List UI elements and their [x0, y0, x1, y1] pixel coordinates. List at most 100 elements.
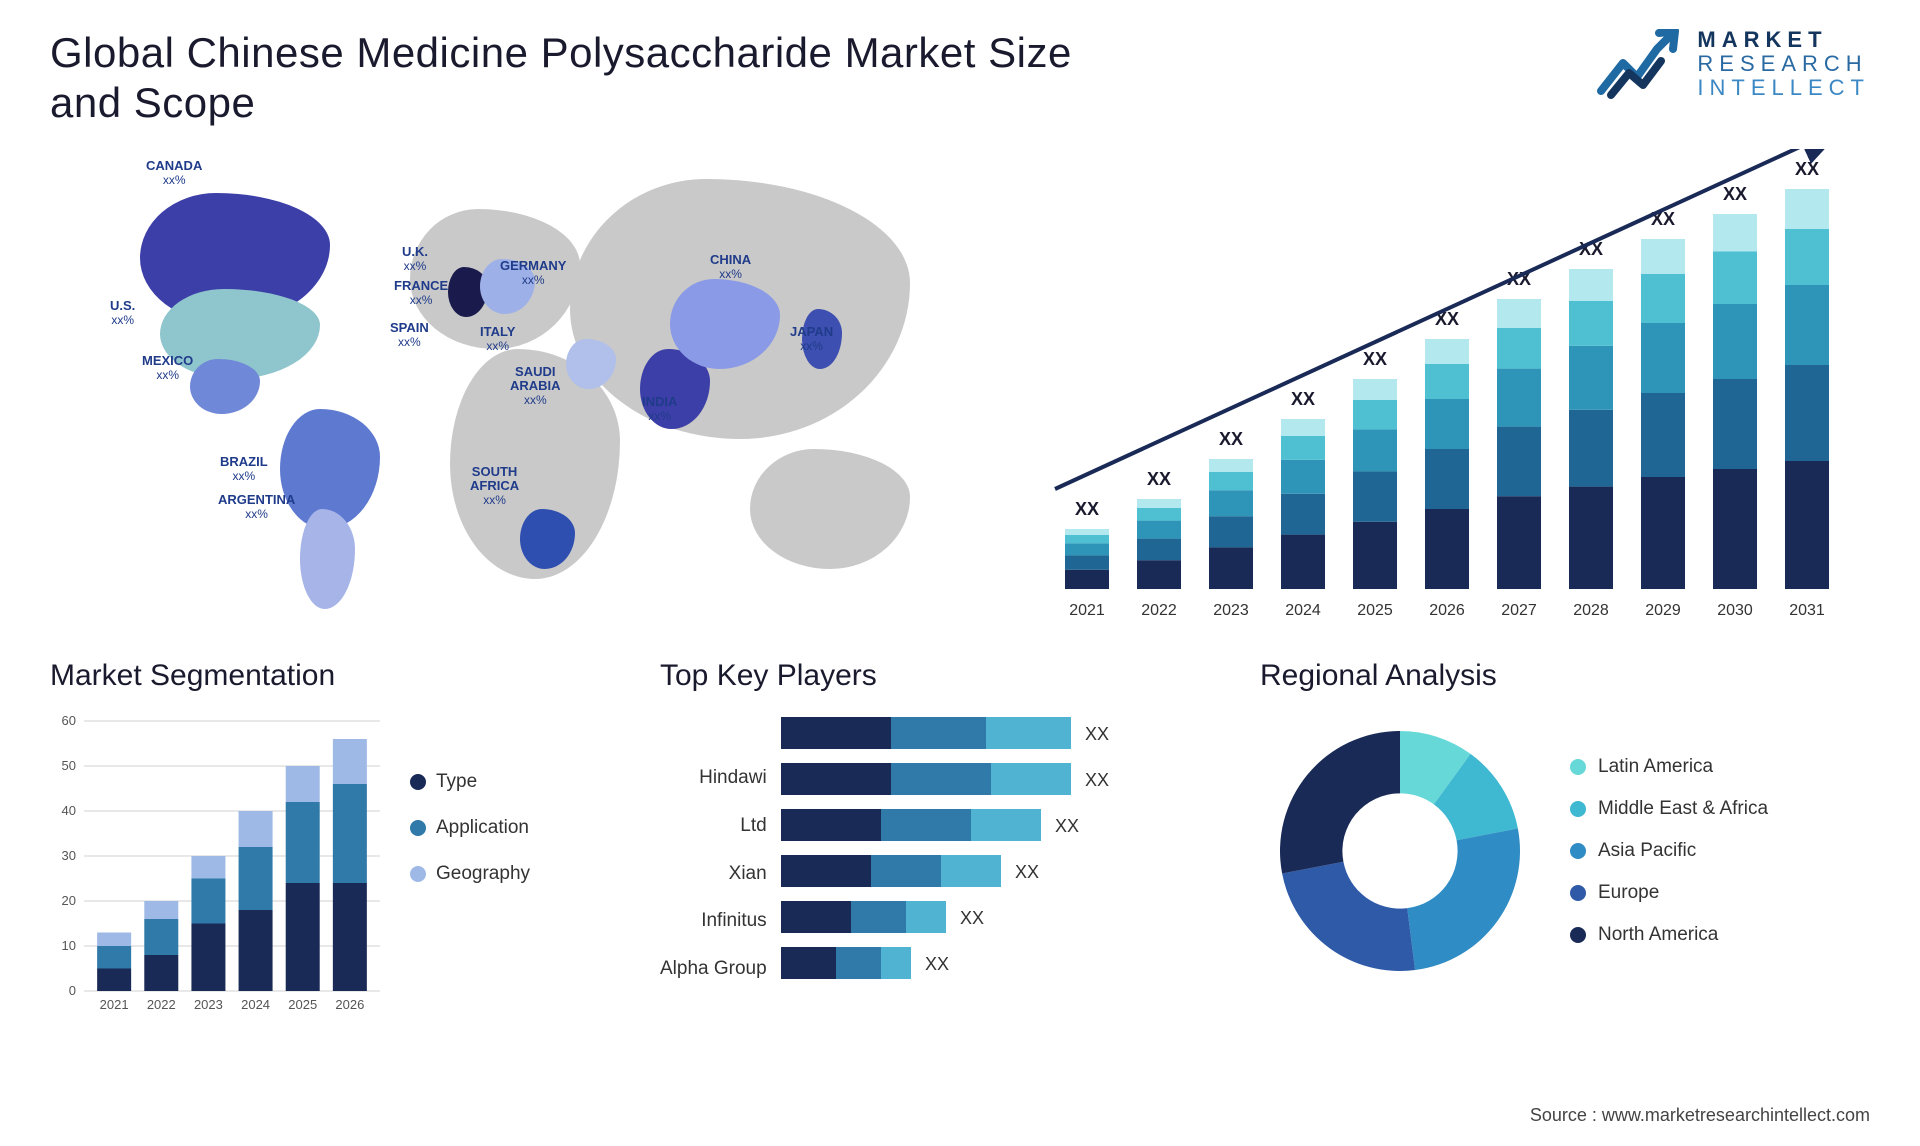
map-highlight [190, 359, 260, 414]
svg-text:XX: XX [1147, 469, 1171, 489]
legend-label: Asia Pacific [1598, 840, 1696, 862]
svg-text:2022: 2022 [147, 997, 176, 1012]
svg-text:XX: XX [960, 908, 984, 928]
svg-text:XX: XX [1291, 389, 1315, 409]
players-panel: Top Key Players HindawiLtdXianInfinitusA… [660, 659, 1220, 1069]
page-title: Global Chinese Medicine Polysaccharide M… [50, 28, 1150, 129]
legend-swatch-icon [1570, 885, 1586, 901]
world-map: CANADAxx% U.S.xx% MEXICOxx% BRAZILxx% ARGENT… [50, 149, 960, 649]
svg-text:40: 40 [62, 803, 76, 818]
legend-swatch-icon [410, 820, 426, 836]
legend-swatch-icon [410, 774, 426, 790]
svg-text:2024: 2024 [241, 997, 270, 1012]
svg-text:XX: XX [1795, 159, 1819, 179]
svg-text:2025: 2025 [288, 997, 317, 1012]
player-label: Ltd [740, 815, 766, 853]
svg-text:2021: 2021 [100, 997, 129, 1012]
legend-swatch-icon [1570, 759, 1586, 775]
svg-text:2022: 2022 [1141, 602, 1177, 619]
region-legend-item: Middle East & Africa [1570, 798, 1768, 820]
svg-text:2028: 2028 [1573, 602, 1609, 619]
logo-text: MARKET RESEARCH INTELLECT [1697, 28, 1870, 101]
map-highlight [300, 509, 355, 609]
world-map-panel: CANADAxx% U.S.xx% MEXICOxx% BRAZILxx% ARGENT… [50, 149, 960, 649]
svg-text:2024: 2024 [1285, 602, 1321, 619]
header: Global Chinese Medicine Polysaccharide M… [0, 0, 1920, 129]
legend-label: Latin America [1598, 756, 1713, 778]
svg-text:XX: XX [1363, 349, 1387, 369]
forecast-chart-panel: XX 2021 XX 2022 XX 2023 XX 2024 XX 2025 XX 2026 XX 20… [990, 149, 1870, 649]
logo-mark-icon [1597, 29, 1683, 99]
source-attribution: Source : www.marketresearchintellect.com [1530, 1105, 1870, 1126]
players-labels: HindawiLtdXianInfinitusAlpha Group [660, 711, 767, 1001]
map-label-mexico: MEXICOxx% [142, 354, 193, 383]
map-label-spain: SPAINxx% [390, 321, 429, 350]
region-legend-item: Asia Pacific [1570, 840, 1768, 862]
bottom-row: Market Segmentation 01020304050602021202… [0, 649, 1920, 1069]
svg-text:50: 50 [62, 758, 76, 773]
segmentation-title: Market Segmentation [50, 659, 620, 693]
player-label: Alpha Group [660, 958, 767, 996]
map-label-italy: ITALYxx% [480, 325, 515, 354]
legend-label: Middle East & Africa [1598, 798, 1768, 820]
segmentation-legend: Type Application Geography [410, 711, 530, 1021]
svg-text:XX: XX [925, 954, 949, 974]
svg-text:2025: 2025 [1357, 602, 1393, 619]
map-label-argentina: ARGENTINAxx% [218, 493, 295, 522]
svg-text:XX: XX [1723, 184, 1747, 204]
brand-logo: MARKET RESEARCH INTELLECT [1597, 28, 1870, 101]
svg-text:2026: 2026 [335, 997, 364, 1012]
svg-text:2021: 2021 [1069, 602, 1105, 619]
legend-item-geography: Geography [410, 863, 530, 885]
svg-text:XX: XX [1075, 499, 1099, 519]
svg-text:XX: XX [1015, 862, 1039, 882]
logo-line-3: INTELLECT [1697, 76, 1870, 100]
regional-panel: Regional Analysis Latin America Middle Ea… [1260, 659, 1870, 1069]
svg-text:20: 20 [62, 893, 76, 908]
legend-label: North America [1598, 924, 1718, 946]
map-label-germany: GERMANYxx% [500, 259, 566, 288]
region-legend-item: Europe [1570, 882, 1768, 904]
map-label-brazil: BRAZILxx% [220, 455, 268, 484]
svg-text:XX: XX [1219, 429, 1243, 449]
svg-text:XX: XX [1055, 816, 1079, 836]
player-label: Xian [729, 863, 767, 901]
svg-text:2030: 2030 [1717, 602, 1753, 619]
region-legend-item: North America [1570, 924, 1768, 946]
map-label-u-s-: U.S.xx% [110, 299, 135, 328]
legend-swatch-icon [1570, 927, 1586, 943]
legend-item-application: Application [410, 817, 530, 839]
region-legend-item: Latin America [1570, 756, 1768, 778]
svg-text:XX: XX [1085, 770, 1109, 790]
players-chart: XX XX XX XX XX XX [781, 711, 1161, 1011]
map-label-china: CHINAxx% [710, 253, 751, 282]
map-continent [750, 449, 910, 569]
map-label-japan: JAPANxx% [790, 325, 833, 354]
logo-line-2: RESEARCH [1697, 52, 1870, 76]
regional-donut-chart [1260, 711, 1540, 991]
map-label-canada: CANADAxx% [146, 159, 202, 188]
top-row: CANADAxx% U.S.xx% MEXICOxx% BRAZILxx% ARGENT… [0, 129, 1920, 649]
map-label-india: INDIAxx% [642, 395, 677, 424]
legend-swatch-icon [1570, 801, 1586, 817]
svg-text:2023: 2023 [1213, 602, 1249, 619]
regional-legend: Latin America Middle East & Africa Asia Pa… [1570, 756, 1768, 946]
legend-label: Geography [436, 863, 530, 885]
svg-text:2027: 2027 [1501, 602, 1537, 619]
svg-text:0: 0 [69, 983, 76, 998]
regional-title: Regional Analysis [1260, 659, 1870, 693]
svg-text:2023: 2023 [194, 997, 223, 1012]
svg-text:XX: XX [1085, 724, 1109, 744]
legend-item-type: Type [410, 771, 530, 793]
legend-label: Type [436, 771, 477, 793]
svg-text:2031: 2031 [1789, 602, 1825, 619]
players-title: Top Key Players [660, 659, 1220, 693]
svg-text:2029: 2029 [1645, 602, 1681, 619]
svg-text:2026: 2026 [1429, 602, 1465, 619]
svg-text:30: 30 [62, 848, 76, 863]
legend-label: Europe [1598, 882, 1659, 904]
segmentation-chart: 0102030405060202120222023202420252026 [50, 711, 390, 1021]
legend-swatch-icon [1570, 843, 1586, 859]
map-label-south-africa: SOUTHAFRICAxx% [470, 465, 519, 508]
legend-swatch-icon [410, 866, 426, 882]
